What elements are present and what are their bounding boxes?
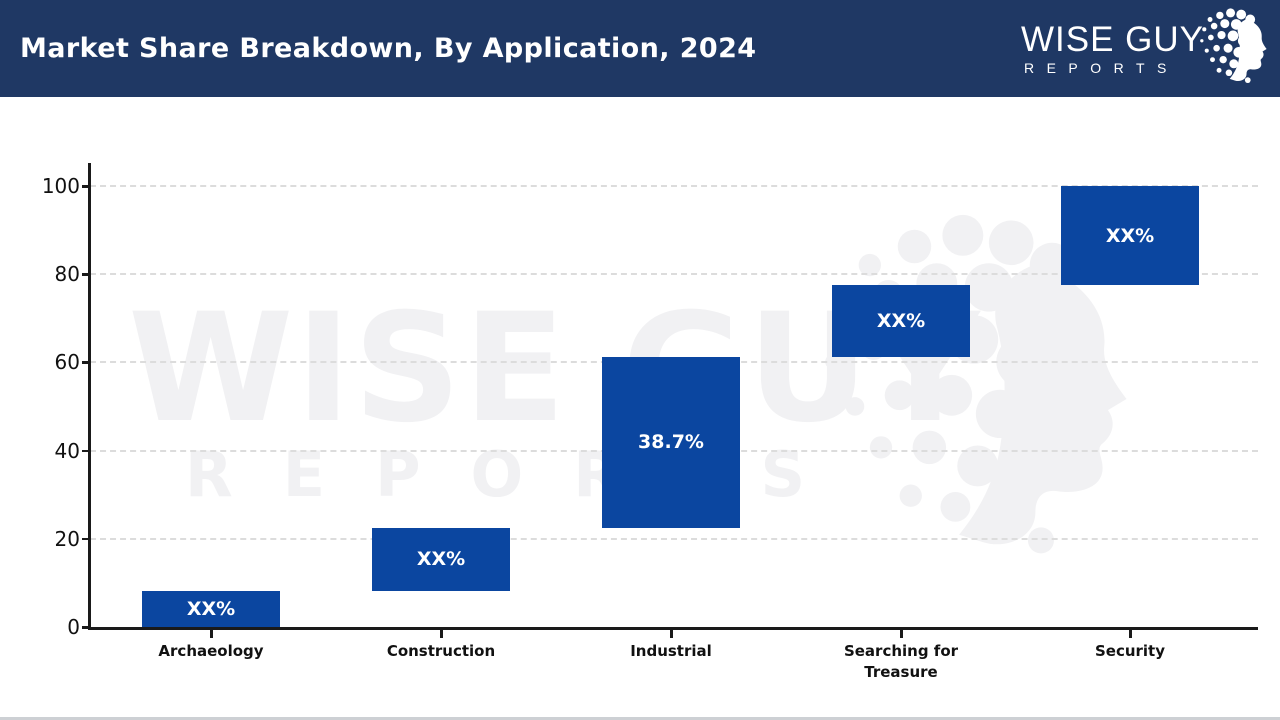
x-tick-mark-industrial [670, 630, 673, 638]
gridline-20 [90, 537, 1258, 540]
bar-industrial [602, 357, 740, 528]
y-tick-label-60: 60 [54, 350, 80, 375]
gridline-100 [90, 185, 1258, 187]
y-axis-line [88, 163, 91, 630]
bar-label-searching-for-treasure: XX% [876, 310, 926, 333]
y-tick-mark-80 [82, 273, 90, 276]
x-tick-mark-searching-for-treasure [900, 630, 903, 638]
bar-construction [372, 527, 510, 591]
logo-subtitle: REPORTS [1023, 59, 1179, 76]
logo-face-icon [1200, 7, 1267, 83]
y-tick-mark-0 [82, 626, 90, 629]
gridline-80 [90, 273, 1258, 276]
y-tick-mark-40 [82, 449, 90, 453]
x-tick-mark-archaeology [210, 630, 213, 638]
bar-searching-for-treasure [832, 285, 970, 358]
y-tick-label-80: 80 [54, 262, 80, 287]
y-tick-mark-20 [82, 537, 90, 541]
logo-text-block: WISE GUY REPORTS [1020, 19, 1204, 76]
page-title: Market Share Breakdown, By Application, … [20, 33, 757, 64]
bottom-divider [0, 717, 1280, 720]
bar-label-archaeology: XX% [186, 597, 236, 620]
y-tick-label-0: 0 [67, 615, 80, 639]
bar-label-security: XX% [1105, 224, 1155, 247]
x-category-label-searching-for-treasure: Searching for Treasure [843, 642, 959, 681]
bar-security [1061, 186, 1199, 286]
x-axis-line [88, 627, 1258, 630]
bar-label-industrial: 38.7% [638, 431, 704, 454]
x-category-label-security: Security [1094, 642, 1166, 660]
y-tick-label-20: 20 [54, 526, 80, 551]
x-category-label-archaeology: Archaeology [158, 642, 264, 660]
x-category-label-industrial: Industrial [630, 642, 712, 660]
y-tick-label-40: 40 [54, 438, 80, 463]
brand-logo: WISE GUY REPORTS [1021, 0, 1274, 97]
y-tick-label-100: 100 [41, 174, 80, 198]
x-tick-mark-security [1129, 630, 1132, 638]
bar-archaeology [142, 590, 280, 627]
x-tick-mark-construction [440, 630, 443, 638]
y-tick-mark-60 [82, 361, 90, 364]
x-category-label-construction: Construction [386, 642, 496, 660]
bar-label-construction: XX% [416, 548, 466, 571]
logo-wordmark: WISE GUY [1020, 19, 1204, 59]
header-bar: Market Share Breakdown, By Application, … [0, 0, 1280, 97]
y-tick-mark-100 [82, 185, 90, 188]
